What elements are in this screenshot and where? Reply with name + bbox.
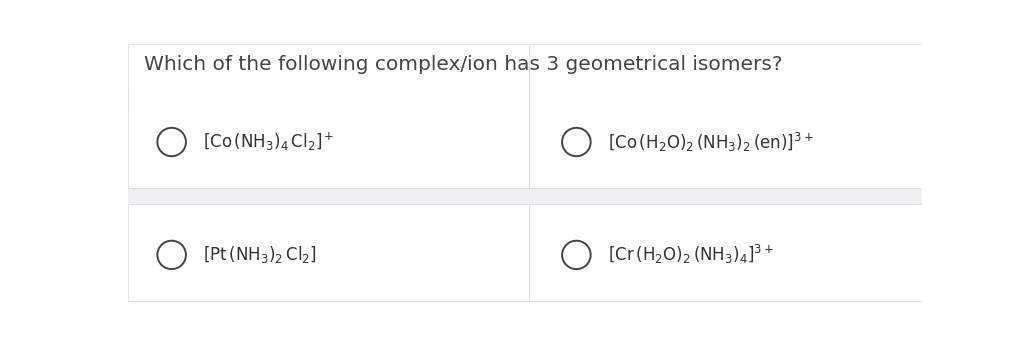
FancyBboxPatch shape xyxy=(128,204,528,301)
FancyBboxPatch shape xyxy=(528,204,922,301)
Text: Which of the following complex/ion has 3 geometrical isomers?: Which of the following complex/ion has 3… xyxy=(143,55,782,74)
FancyBboxPatch shape xyxy=(128,44,528,188)
Text: $[\mathrm{Cr\,(H_2O)_2\,(NH_3)_4]^{3+}}$: $[\mathrm{Cr\,(H_2O)_2\,(NH_3)_4]^{3+}}$ xyxy=(608,243,774,266)
FancyBboxPatch shape xyxy=(528,44,922,188)
Text: $[\mathrm{Pt\,(NH_3)_2\,Cl_2]}$: $[\mathrm{Pt\,(NH_3)_2\,Cl_2]}$ xyxy=(204,244,317,265)
Text: $[\mathrm{Co\,(NH_3)_4\,Cl_2]^+}$: $[\mathrm{Co\,(NH_3)_4\,Cl_2]^+}$ xyxy=(204,131,335,153)
FancyBboxPatch shape xyxy=(128,88,922,115)
FancyBboxPatch shape xyxy=(128,188,922,204)
Text: $[\mathrm{Co\,(H_2O)_2\,(NH_3)_2\,(en)]^{3+}}$: $[\mathrm{Co\,(H_2O)_2\,(NH_3)_2\,(en)]^… xyxy=(608,131,814,153)
